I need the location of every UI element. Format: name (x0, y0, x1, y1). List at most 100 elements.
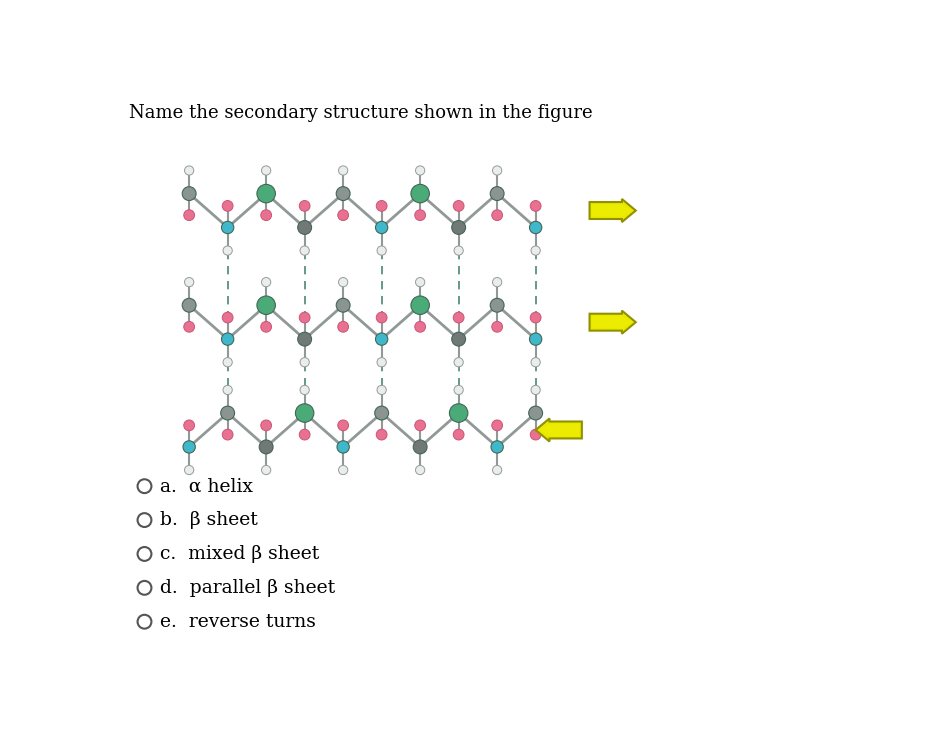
Circle shape (223, 246, 232, 255)
Circle shape (376, 312, 387, 323)
Polygon shape (589, 199, 635, 222)
Circle shape (528, 406, 542, 420)
Circle shape (415, 166, 425, 175)
Circle shape (454, 385, 463, 394)
Circle shape (298, 220, 311, 235)
Circle shape (338, 166, 348, 175)
Circle shape (454, 246, 463, 255)
Circle shape (531, 246, 540, 255)
Circle shape (338, 278, 348, 287)
Circle shape (449, 404, 468, 422)
Circle shape (260, 420, 272, 431)
Circle shape (375, 221, 388, 234)
Circle shape (453, 312, 464, 323)
Text: b.  β sheet: b. β sheet (160, 511, 258, 529)
Circle shape (183, 441, 196, 453)
Text: Name the secondary structure shown in the figure: Name the secondary structure shown in th… (129, 105, 593, 123)
Polygon shape (592, 315, 632, 329)
Circle shape (184, 278, 194, 287)
Circle shape (261, 166, 271, 175)
Circle shape (493, 465, 502, 474)
Circle shape (415, 420, 426, 431)
Circle shape (337, 321, 349, 332)
Circle shape (183, 210, 195, 220)
Circle shape (337, 298, 350, 312)
Circle shape (377, 358, 386, 367)
Circle shape (337, 441, 350, 453)
Circle shape (257, 296, 275, 314)
Polygon shape (592, 204, 632, 217)
Circle shape (414, 440, 427, 454)
Circle shape (299, 312, 310, 323)
Circle shape (415, 278, 425, 287)
Circle shape (183, 420, 195, 431)
Circle shape (491, 441, 503, 453)
Circle shape (223, 385, 232, 394)
Circle shape (221, 406, 235, 420)
Circle shape (222, 221, 234, 234)
Circle shape (453, 200, 464, 211)
Circle shape (259, 440, 274, 454)
Circle shape (529, 221, 541, 234)
Circle shape (376, 430, 387, 440)
Circle shape (375, 333, 388, 345)
Circle shape (454, 358, 463, 367)
Circle shape (257, 185, 275, 203)
Circle shape (182, 298, 196, 312)
Circle shape (261, 465, 271, 474)
Text: a.  α helix: a. α helix (160, 477, 253, 495)
Circle shape (492, 420, 503, 431)
Circle shape (415, 321, 426, 332)
Circle shape (453, 430, 464, 440)
Circle shape (491, 187, 504, 200)
Text: c.  mixed β sheet: c. mixed β sheet (160, 545, 320, 563)
Circle shape (492, 321, 503, 332)
Circle shape (260, 321, 272, 332)
Circle shape (531, 385, 540, 394)
Circle shape (338, 465, 348, 474)
Polygon shape (589, 311, 635, 334)
Polygon shape (536, 418, 582, 441)
Circle shape (223, 358, 232, 367)
Circle shape (337, 420, 349, 431)
Circle shape (415, 210, 426, 220)
Circle shape (337, 210, 349, 220)
Circle shape (493, 166, 502, 175)
Circle shape (491, 298, 504, 312)
Circle shape (260, 210, 272, 220)
Circle shape (184, 166, 194, 175)
Text: d.  parallel β sheet: d. parallel β sheet (160, 579, 335, 597)
Polygon shape (540, 423, 580, 437)
Circle shape (299, 200, 310, 211)
Circle shape (222, 312, 233, 323)
Circle shape (222, 333, 234, 345)
Circle shape (300, 246, 309, 255)
Circle shape (222, 430, 233, 440)
Circle shape (299, 430, 310, 440)
Circle shape (411, 185, 430, 203)
Circle shape (300, 385, 309, 394)
Circle shape (337, 187, 350, 200)
Circle shape (530, 200, 541, 211)
Circle shape (261, 278, 271, 287)
Circle shape (530, 430, 541, 440)
Circle shape (452, 220, 465, 235)
Circle shape (529, 333, 541, 345)
Circle shape (183, 321, 195, 332)
Circle shape (300, 358, 309, 367)
Circle shape (298, 332, 311, 346)
Circle shape (411, 296, 430, 314)
Circle shape (531, 358, 540, 367)
Circle shape (184, 465, 194, 474)
Circle shape (452, 332, 465, 346)
Circle shape (493, 278, 502, 287)
Circle shape (415, 465, 425, 474)
Circle shape (295, 404, 314, 422)
Circle shape (375, 406, 388, 420)
Circle shape (222, 200, 233, 211)
Circle shape (492, 210, 503, 220)
Circle shape (377, 385, 386, 394)
Circle shape (376, 200, 387, 211)
Circle shape (377, 246, 386, 255)
Text: e.  reverse turns: e. reverse turns (160, 613, 316, 630)
